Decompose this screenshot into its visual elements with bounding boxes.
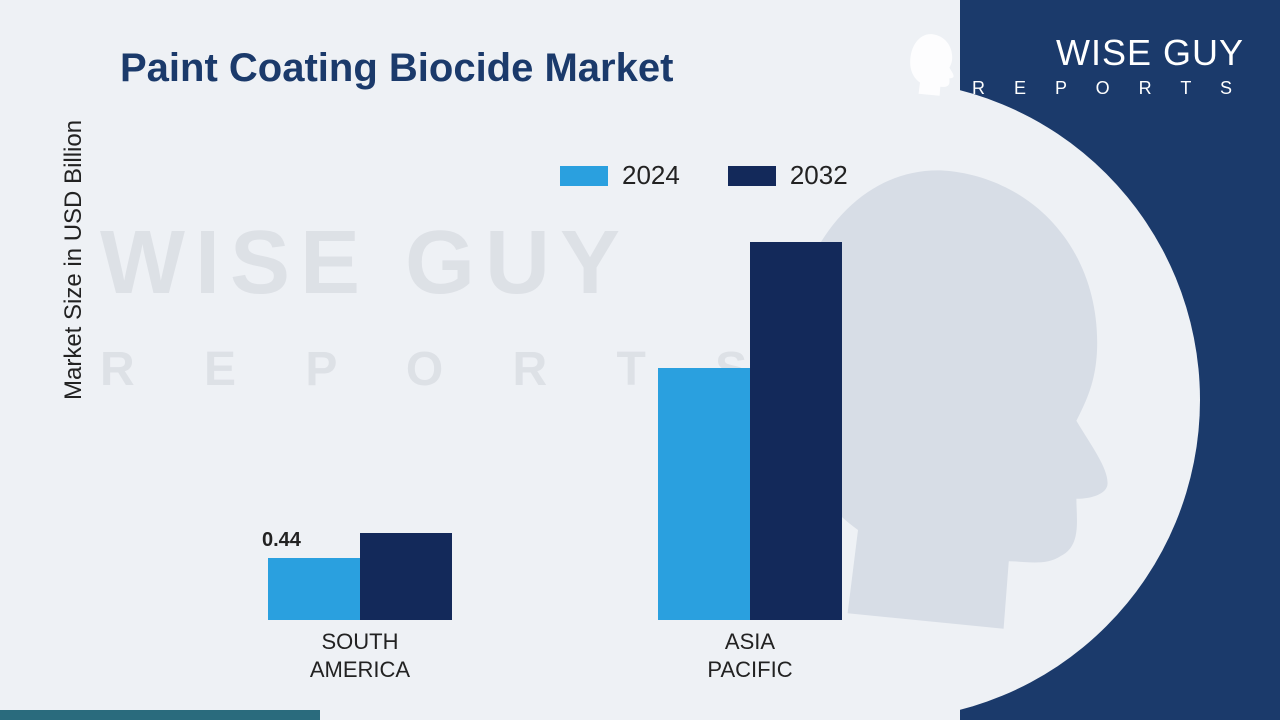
- xlabel-line: SOUTH: [322, 629, 399, 654]
- bar-2032: [750, 242, 842, 620]
- xlabel-line: PACIFIC: [707, 657, 792, 682]
- footer-accent-bar: [0, 710, 320, 720]
- legend-swatch: [560, 166, 608, 186]
- x-axis-label: ASIA PACIFIC: [630, 620, 870, 683]
- legend-item: 2032: [728, 160, 848, 191]
- xlabel-line: AMERICA: [310, 657, 410, 682]
- legend-label: 2024: [622, 160, 680, 191]
- head-silhouette-icon: [892, 30, 962, 100]
- bars: 0.44: [240, 200, 480, 620]
- bar-2032: [360, 533, 452, 620]
- bar-group: 0.44 SOUTH AMERICA: [240, 200, 480, 620]
- chart-title: Paint Coating Biocide Market: [120, 46, 673, 91]
- logo-sub-text: R E P O R T S: [972, 78, 1244, 99]
- xlabel-line: ASIA: [725, 629, 775, 654]
- x-axis-label: SOUTH AMERICA: [240, 620, 480, 683]
- bar-2024: [268, 558, 360, 620]
- bars: [630, 200, 870, 620]
- bar-value-label: 0.44: [262, 529, 301, 552]
- legend-swatch: [728, 166, 776, 186]
- brand-logo: WISE GUY R E P O R T S: [892, 30, 1245, 100]
- legend-label: 2032: [790, 160, 848, 191]
- y-axis-label: Market Size in USD Billion: [60, 120, 88, 400]
- chart-canvas: WISE GUY R E P O R T S Paint Coating Bio…: [0, 0, 1280, 720]
- plot-area: 0.44 SOUTH AMERICA ASIA PACIFIC: [120, 200, 940, 620]
- logo-main-text: WISE GUY: [972, 32, 1244, 74]
- legend-item: 2024: [560, 160, 680, 191]
- bar-group: ASIA PACIFIC: [630, 200, 870, 620]
- legend: 2024 2032: [560, 160, 848, 191]
- bar-2024: [658, 368, 750, 620]
